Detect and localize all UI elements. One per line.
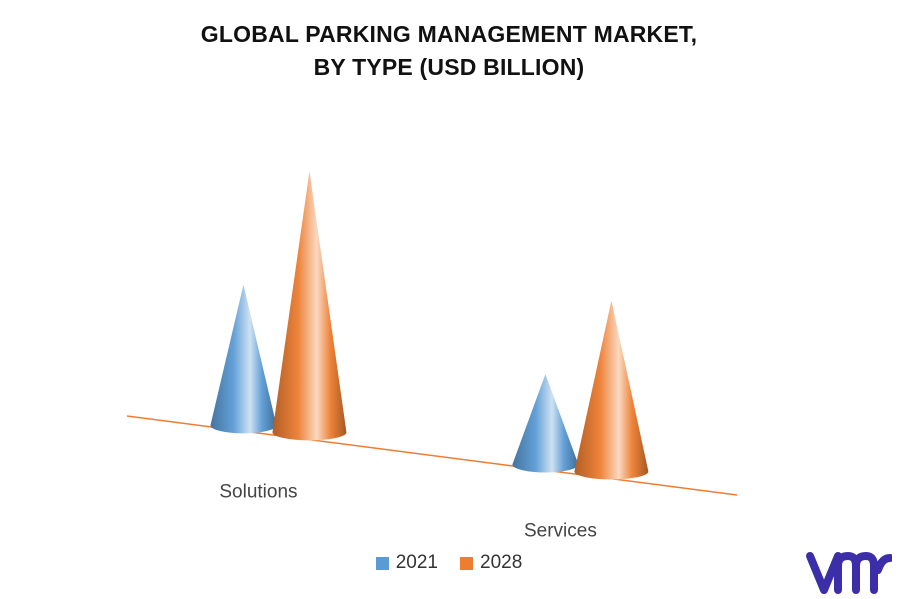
legend-swatch-2028 bbox=[460, 556, 473, 570]
category-label-solutions: Solutions bbox=[219, 481, 297, 502]
chart-title-line-1: GLOBAL PARKING MANAGEMENT MARKET, bbox=[200, 21, 698, 47]
legend-item-2028: 2028 bbox=[460, 552, 522, 574]
cone-body-2021-services bbox=[512, 374, 579, 473]
chart-title-line-2: BY TYPE (USD BILLION) bbox=[313, 54, 585, 80]
cone-2021-solutions bbox=[210, 284, 277, 434]
cone-2021-services bbox=[512, 374, 579, 473]
category-label-services: Services bbox=[524, 520, 597, 541]
vmr-logo-icon bbox=[806, 552, 892, 594]
cone-body-2028-services bbox=[574, 300, 649, 480]
legend: 2021 2028 bbox=[0, 552, 898, 574]
chart-title: GLOBAL PARKING MANAGEMENT MARKET, BY TYP… bbox=[0, 18, 898, 84]
cone-2028-services bbox=[574, 300, 649, 480]
legend-swatch-2021 bbox=[375, 556, 389, 570]
cone-2028-solutions bbox=[272, 171, 347, 441]
legend-label-2028: 2028 bbox=[480, 552, 523, 573]
legend-item-2021: 2021 bbox=[375, 552, 438, 574]
legend-label-2021: 2021 bbox=[395, 552, 438, 573]
cone-body-2028-solutions bbox=[272, 171, 347, 441]
cone-body-2021-solutions bbox=[210, 284, 277, 434]
